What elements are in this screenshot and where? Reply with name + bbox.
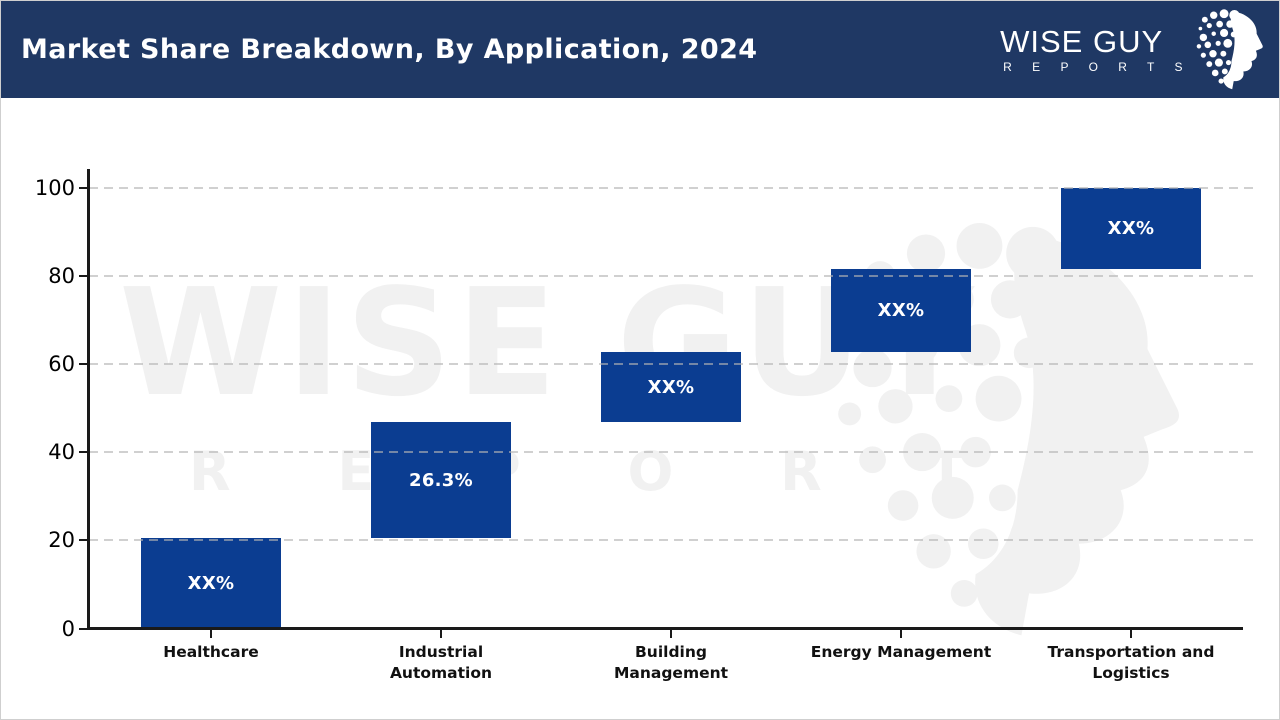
gridline [89, 187, 1259, 189]
bar-value-label: XX% [187, 572, 235, 594]
y-tick-label: 60 [48, 352, 75, 377]
x-tick-mark [1130, 630, 1132, 638]
y-tick-mark [79, 627, 87, 630]
bar-value-label: 26.3% [409, 469, 473, 491]
y-axis-line [87, 169, 90, 629]
bar-healthcare: XX% [141, 538, 281, 629]
bar-value-label: XX% [877, 299, 925, 321]
x-tick-label: Energy Management [810, 643, 992, 661]
x-tick-mark [670, 630, 672, 638]
bar-transportation-and-logistics: XX% [1061, 188, 1201, 269]
x-tick-label: Industrial Automation [389, 643, 493, 682]
x-tick-label: Transportation and Logistics [1047, 643, 1215, 682]
x-tick-mark [900, 630, 902, 638]
header: Market Share Breakdown, By Application, … [1, 1, 1279, 98]
brand-logo: WISE GUY R E P O R T S [1000, 8, 1267, 91]
y-tick-label: 80 [48, 264, 75, 289]
logo-subtext: R E P O R T S [1003, 60, 1191, 74]
y-tick-mark [79, 275, 87, 278]
gridline [89, 539, 1259, 542]
y-tick-label: 0 [61, 616, 75, 641]
gridline [89, 275, 1259, 278]
logo-head-icon [1196, 8, 1263, 89]
chart-title: Market Share Breakdown, By Application, … [21, 34, 758, 65]
y-tick-mark [79, 539, 87, 542]
y-tick-label: 40 [48, 440, 75, 465]
y-tick-mark [79, 451, 87, 454]
y-tick-label: 20 [48, 528, 75, 553]
bar-value-label: XX% [647, 376, 695, 398]
brand-logo-text: WISE GUY R E P O R T S [1000, 26, 1191, 73]
logo-wordmark: WISE GUY [1000, 24, 1164, 59]
x-tick-label: Healthcare [163, 643, 259, 661]
gridline [89, 363, 1259, 366]
bar-industrial-automation: 26.3% [371, 422, 511, 539]
y-tick-label: 100 [34, 176, 75, 200]
bar-energy-management: XX% [831, 268, 971, 352]
x-tick-mark [440, 630, 442, 638]
y-tick-mark [79, 187, 87, 189]
gridline [89, 451, 1259, 454]
y-tick-mark [79, 363, 87, 366]
x-tick-mark [210, 630, 212, 638]
x-tick-label: Building Management [613, 643, 729, 682]
bar-value-label: XX% [1107, 217, 1155, 239]
x-axis-line [87, 627, 1243, 630]
